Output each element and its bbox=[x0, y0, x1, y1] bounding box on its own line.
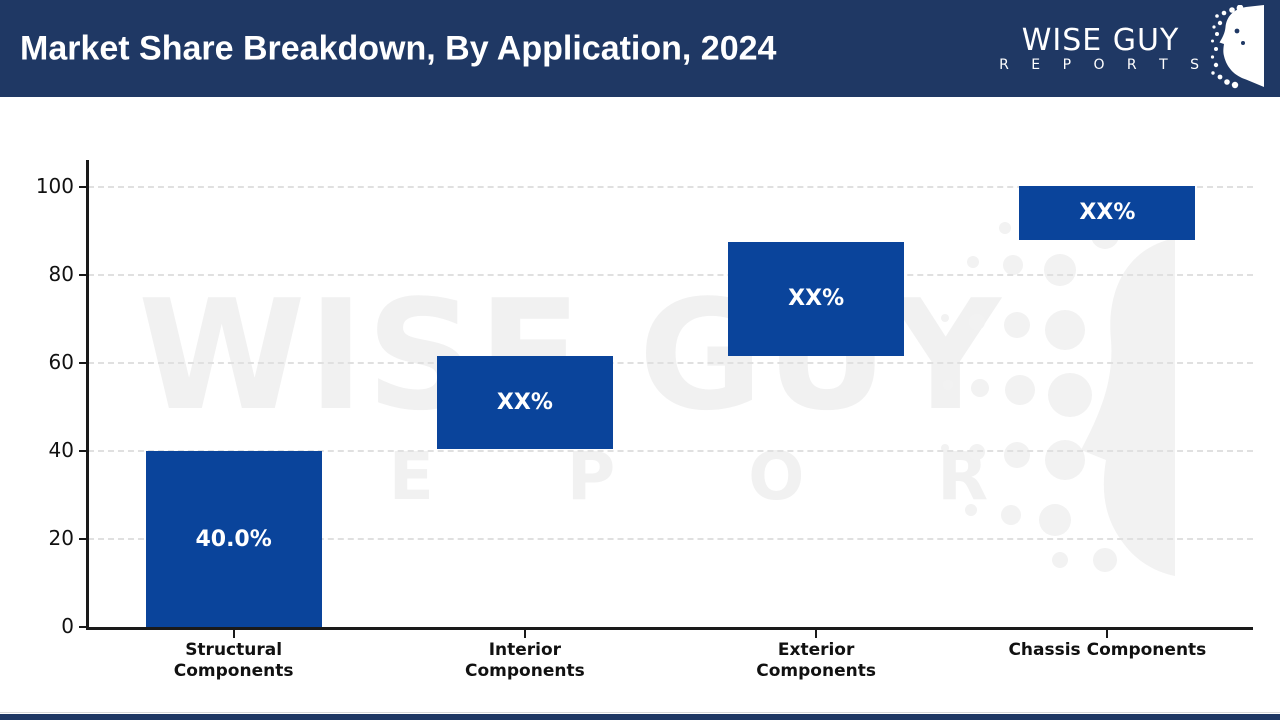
bar-value-label: 40.0% bbox=[195, 526, 272, 552]
header-bar: Market Share Breakdown, By Application, … bbox=[0, 0, 1280, 97]
x-axis-tick-mark bbox=[815, 630, 818, 638]
y-axis-tick-mark bbox=[79, 186, 87, 188]
footer-divider bbox=[0, 712, 1280, 713]
y-axis-tick-mark bbox=[79, 274, 87, 276]
y-axis-tick-label: 20 bbox=[48, 526, 74, 550]
bar-value-label: XX% bbox=[1079, 200, 1136, 226]
footer-bar bbox=[0, 714, 1280, 720]
watermark-head-icon bbox=[865, 210, 1175, 584]
x-axis-spine bbox=[86, 627, 1253, 630]
y-axis-tick-label: 0 bbox=[61, 614, 74, 638]
y-axis-tick-label: 40 bbox=[48, 438, 74, 462]
page-title: Market Share Breakdown, By Application, … bbox=[20, 29, 777, 67]
y-axis-tick-mark bbox=[79, 450, 87, 452]
y-axis-tick-label: 80 bbox=[48, 262, 74, 286]
bar-segment: XX% bbox=[728, 242, 905, 356]
x-axis-category-label: Interior Components bbox=[465, 640, 585, 682]
y-axis-tick-mark bbox=[79, 538, 87, 540]
x-axis-category-label: Chassis Components bbox=[1008, 640, 1207, 660]
logo-text: WISE GUY R E P O R T S bbox=[993, 25, 1208, 74]
logo-subtitle: R E P O R T S bbox=[999, 57, 1208, 74]
y-axis-tick-mark bbox=[79, 362, 87, 364]
gridline-80 bbox=[88, 274, 1253, 276]
wise-guy-reports-logo: WISE GUY R E P O R T S bbox=[993, 4, 1264, 94]
x-axis-tick-mark bbox=[232, 630, 235, 638]
gridline-40 bbox=[88, 450, 1253, 452]
gridline-100 bbox=[88, 186, 1253, 188]
bar-value-label: XX% bbox=[788, 286, 845, 312]
bar-segment: XX% bbox=[436, 356, 613, 449]
x-axis-tick-mark bbox=[1106, 630, 1109, 638]
x-axis-category-label: Exterior Components bbox=[756, 640, 876, 682]
gridline-60 bbox=[88, 362, 1253, 364]
x-axis-category-label: Structural Components bbox=[173, 640, 294, 682]
x-axis-tick-mark bbox=[523, 630, 526, 638]
y-axis-tick-label: 60 bbox=[48, 350, 74, 374]
y-axis-spine bbox=[86, 160, 89, 630]
y-axis-tick-mark bbox=[79, 626, 87, 628]
gridline-20 bbox=[88, 538, 1253, 540]
bar-value-label: XX% bbox=[496, 390, 553, 416]
logo-head-icon bbox=[1210, 4, 1264, 93]
bar-segment: 40.0% bbox=[145, 451, 322, 627]
bar-segment: XX% bbox=[1019, 186, 1196, 240]
y-axis-tick-label: 100 bbox=[35, 174, 74, 198]
logo-wordmark: WISE GUY bbox=[1021, 22, 1180, 58]
